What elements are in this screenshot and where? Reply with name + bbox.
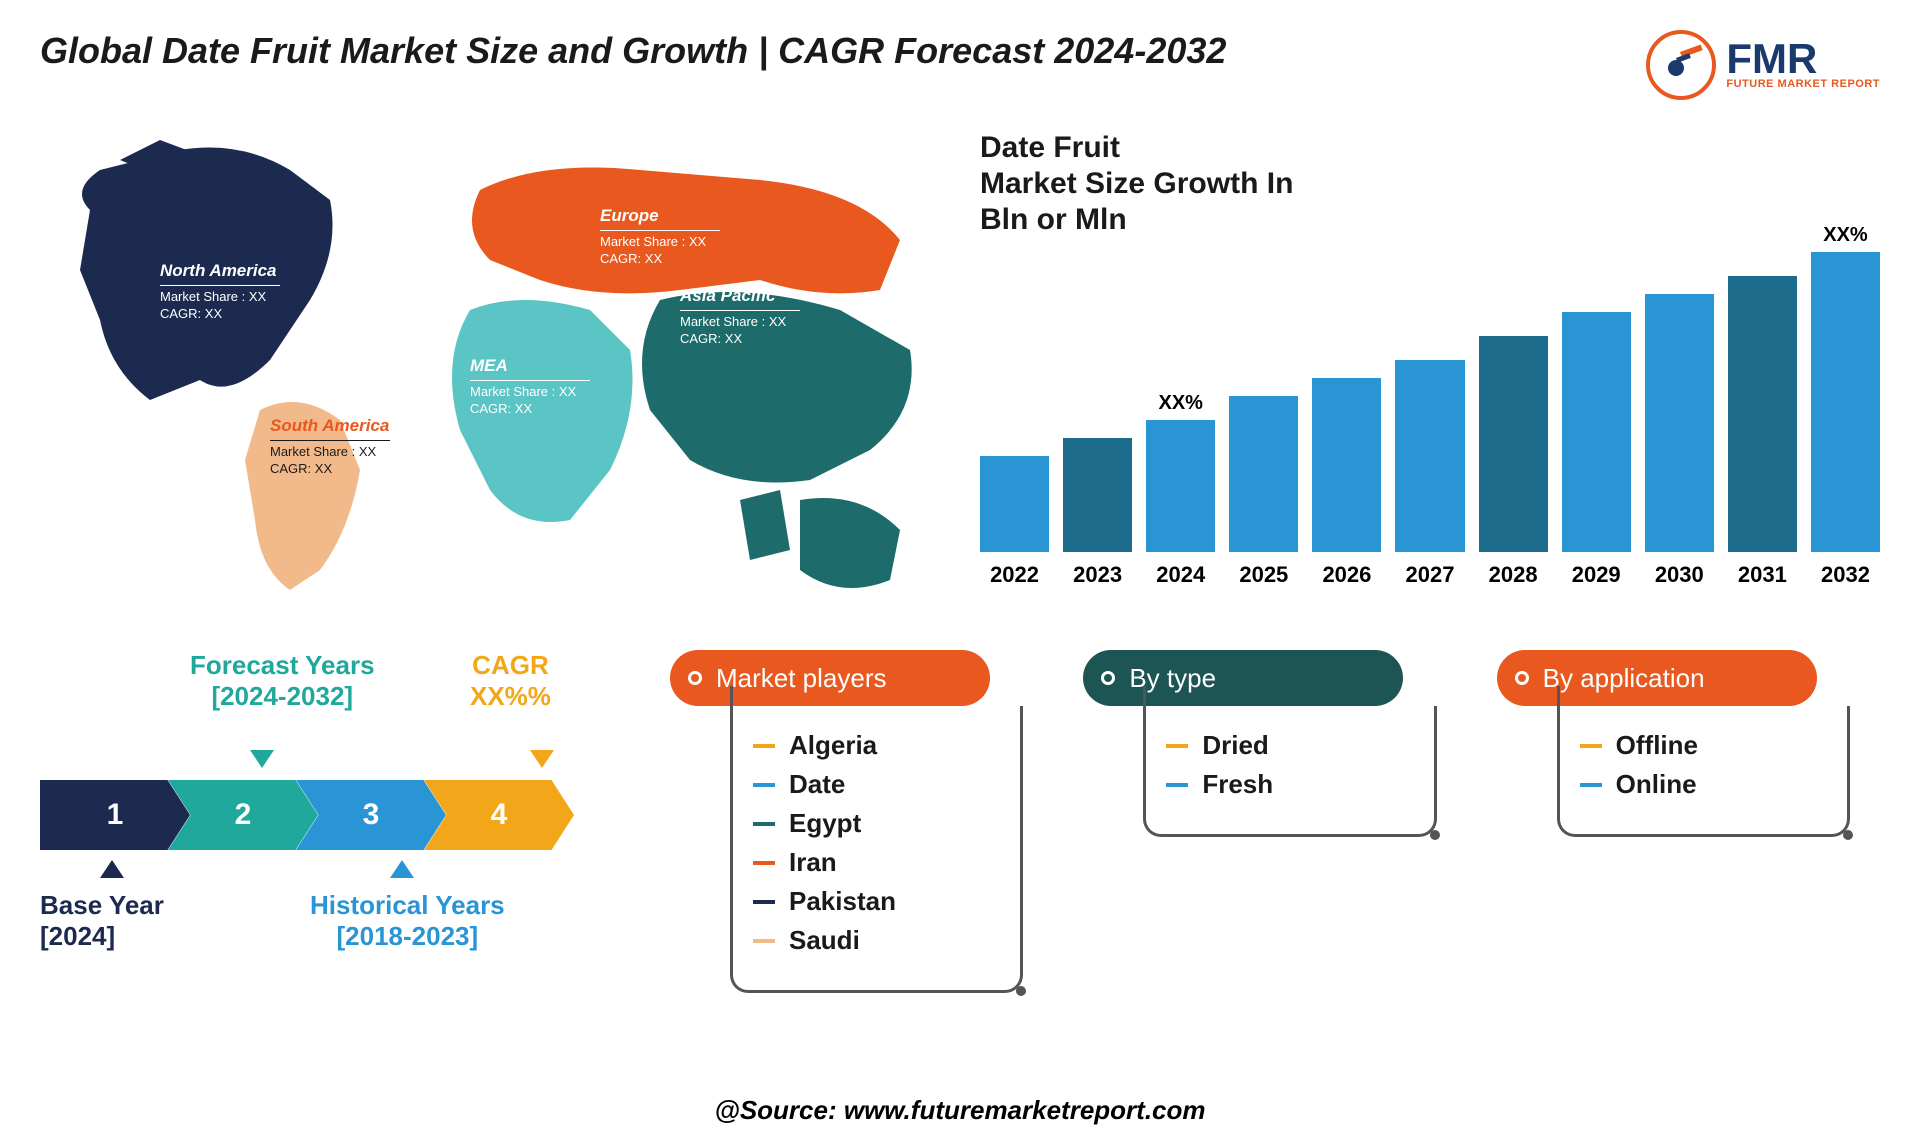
list-item: Online <box>1580 765 1827 804</box>
list-item: Pakistan <box>753 882 1000 921</box>
label-sa: South America Market Share : XXCAGR: XX <box>270 415 390 478</box>
bar-2023: 2023 <box>1063 438 1132 588</box>
list-item: Egypt <box>753 804 1000 843</box>
pill-market-players: Market players <box>670 650 990 706</box>
bar-2030: 2030 <box>1645 294 1714 588</box>
by-type-block: By type DriedFresh <box>1083 650 1466 837</box>
chart-title-2: Market Size Growth In <box>980 166 1880 202</box>
bar-2026: 2026 <box>1312 378 1381 588</box>
list-item: Saudi <box>753 921 1000 960</box>
bar-2031: 2031 <box>1728 276 1797 588</box>
market-players-block: Market players AlgeriaDateEgyptIranPakis… <box>670 650 1053 993</box>
label-na: North America Market Share : XXCAGR: XX <box>160 260 280 323</box>
pill-by-type: By type <box>1083 650 1403 706</box>
bar-2029: 2029 <box>1562 312 1631 588</box>
tl-base: Base Year[2024] <box>40 890 164 952</box>
bar-top-label: XX% <box>1159 392 1203 415</box>
tl-historical: Historical Years[2018-2023] <box>310 890 505 952</box>
bar-2024: XX%2024 <box>1146 420 1215 588</box>
logo-text: FMR <box>1726 40 1880 78</box>
chart-title-3: Bln or Mln <box>980 202 1880 238</box>
bar-2022: 2022 <box>980 456 1049 588</box>
tl-cagr: CAGRXX%% <box>470 650 551 712</box>
label-eu: Europe Market Share : XXCAGR: XX <box>600 205 720 268</box>
pill-by-application: By application <box>1497 650 1817 706</box>
list-item: Dried <box>1166 726 1413 765</box>
list-item: Offline <box>1580 726 1827 765</box>
source-text: @Source: www.futuremarketreport.com <box>714 1095 1205 1126</box>
list-item: Fresh <box>1166 765 1413 804</box>
world-map: North America Market Share : XXCAGR: XX … <box>40 130 940 610</box>
bar-2028: 2028 <box>1479 336 1548 588</box>
list-item: Date <box>753 765 1000 804</box>
tl-forecast: Forecast Years[2024-2032] <box>190 650 375 712</box>
label-ap: Asia Pacific Market Share : XXCAGR: XX <box>680 285 800 348</box>
timeline: Forecast Years[2024-2032] CAGRXX%% 1234 … <box>40 650 640 970</box>
list-item: Algeria <box>753 726 1000 765</box>
page-title: Global Date Fruit Market Size and Growth… <box>40 30 1226 72</box>
by-application-block: By application OfflineOnline <box>1497 650 1880 837</box>
list-item: Iran <box>753 843 1000 882</box>
bar-chart: Date Fruit Market Size Growth In Bln or … <box>980 130 1880 610</box>
chart-title-1: Date Fruit <box>980 130 1880 166</box>
bar-top-label: XX% <box>1823 224 1867 247</box>
fmr-logo: FMR FUTURE MARKET REPORT <box>1646 30 1880 100</box>
bar-2027: 2027 <box>1395 360 1464 588</box>
bar-2032: XX%2032 <box>1811 252 1880 588</box>
bar-2025: 2025 <box>1229 396 1298 588</box>
telescope-icon <box>1646 30 1716 100</box>
logo-subtitle: FUTURE MARKET REPORT <box>1726 78 1880 90</box>
label-mea: MEA Market Share : XXCAGR: XX <box>470 355 590 418</box>
timeline-step-4: 4 <box>424 780 574 850</box>
